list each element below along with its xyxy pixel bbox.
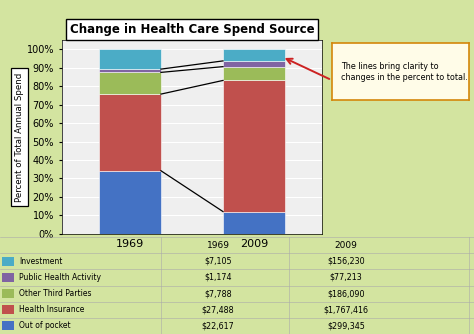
Title: Change in Health Care Spend Source: Change in Health Care Spend Source (70, 23, 314, 36)
Bar (223, 61, 285, 66)
Text: $7,788: $7,788 (204, 289, 232, 298)
Bar (99, 72, 161, 94)
Bar (223, 49, 285, 61)
Bar (2, 273, 14, 282)
Text: $7,105: $7,105 (204, 257, 232, 266)
Text: $77,213: $77,213 (329, 273, 363, 282)
Bar (223, 66, 285, 80)
Text: Other Third Parties: Other Third Parties (19, 289, 91, 298)
Text: 2009: 2009 (335, 241, 357, 250)
Bar (99, 69, 161, 72)
Text: $27,488: $27,488 (202, 305, 234, 314)
Bar (2, 257, 14, 266)
Bar (223, 80, 285, 211)
Text: $1,767,416: $1,767,416 (324, 305, 368, 314)
Bar (99, 94, 161, 171)
Text: Investment: Investment (19, 257, 63, 266)
Text: Public Health Activity: Public Health Activity (19, 273, 101, 282)
Text: $299,345: $299,345 (327, 321, 365, 330)
Bar (223, 211, 285, 234)
Text: 1969: 1969 (207, 241, 229, 250)
Y-axis label: Percent of Total Annual Spend: Percent of Total Annual Spend (15, 72, 24, 201)
Bar (2, 305, 14, 314)
Bar (2, 289, 14, 298)
Bar (99, 49, 161, 69)
Text: $156,230: $156,230 (327, 257, 365, 266)
Text: $22,617: $22,617 (201, 321, 235, 330)
Text: $186,090: $186,090 (327, 289, 365, 298)
Text: Health Insurance: Health Insurance (19, 305, 84, 314)
Text: The lines bring clarity to
changes in the percent to total.: The lines bring clarity to changes in th… (341, 62, 468, 81)
Bar (2, 322, 14, 330)
Text: Out of pocket: Out of pocket (19, 321, 71, 330)
Bar (99, 171, 161, 234)
Text: $1,174: $1,174 (204, 273, 232, 282)
